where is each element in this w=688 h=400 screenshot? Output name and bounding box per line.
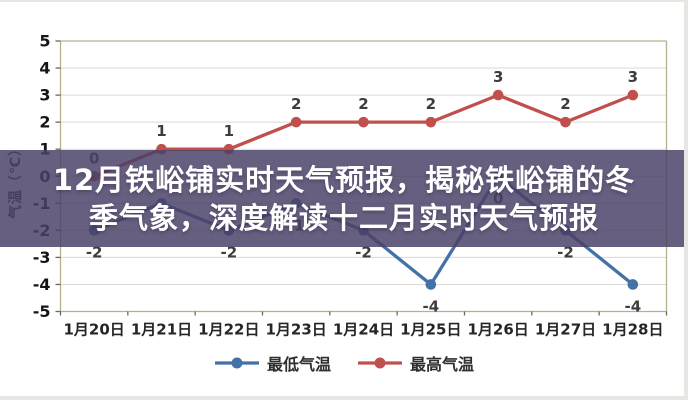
legend-line-marker-icon <box>214 357 259 369</box>
svg-text:1月23日: 1月23日 <box>266 321 327 339</box>
headline-banner: 12月铁峪铺实时天气预报，揭秘铁峪铺的冬 季气象，深度解读十二月实时天气预报 <box>0 150 688 247</box>
svg-text:1月20日: 1月20日 <box>64 321 125 339</box>
legend-item-0: 最低气温 <box>214 351 331 375</box>
headline-line-2: 季气象，深度解读十二月实时天气预报 <box>88 200 599 235</box>
svg-text:2: 2 <box>358 95 368 113</box>
svg-text:1月24日: 1月24日 <box>333 321 394 339</box>
svg-text:1月26日: 1月26日 <box>468 321 529 339</box>
svg-text:3: 3 <box>39 86 50 105</box>
chart-legend: 最低气温 最高气温 <box>0 350 688 376</box>
svg-text:1月25日: 1月25日 <box>400 321 461 339</box>
svg-text:-4: -4 <box>422 297 439 315</box>
svg-text:-2: -2 <box>220 243 237 261</box>
legend-label: 最低气温 <box>266 355 331 374</box>
svg-text:-2: -2 <box>557 243 574 261</box>
svg-text:1月22日: 1月22日 <box>198 321 259 339</box>
svg-text:4: 4 <box>39 59 50 78</box>
svg-text:2: 2 <box>560 95 570 113</box>
svg-text:1: 1 <box>156 122 166 140</box>
svg-text:2: 2 <box>291 95 301 113</box>
svg-text:3: 3 <box>493 68 503 86</box>
svg-text:1月27日: 1月27日 <box>535 321 596 339</box>
svg-text:1: 1 <box>224 122 234 140</box>
svg-text:-3: -3 <box>33 248 51 267</box>
svg-text:-4: -4 <box>624 297 641 315</box>
page-edge-top <box>0 0 688 2</box>
page-edge-right <box>684 0 688 400</box>
svg-text:-5: -5 <box>33 302 51 321</box>
legend-item-1: 最高气温 <box>357 351 474 375</box>
legend-line-marker-icon <box>358 357 402 369</box>
svg-text:2: 2 <box>426 95 436 113</box>
svg-text:5: 5 <box>39 32 50 51</box>
svg-text:-2: -2 <box>355 243 372 261</box>
svg-text:-2: -2 <box>86 243 103 261</box>
svg-text:3: 3 <box>628 68 638 86</box>
svg-text:2: 2 <box>39 113 50 132</box>
headline-line-1: 12月铁峪铺实时天气预报，揭秘铁峪铺的冬 <box>52 162 636 197</box>
svg-text:1月28日: 1月28日 <box>602 321 663 339</box>
svg-text:1: 1 <box>39 140 50 159</box>
legend-label: 最高气温 <box>410 355 475 374</box>
svg-text:1月21日: 1月21日 <box>131 321 192 339</box>
svg-text:-4: -4 <box>33 275 51 294</box>
page-edge-bottom <box>0 396 688 400</box>
